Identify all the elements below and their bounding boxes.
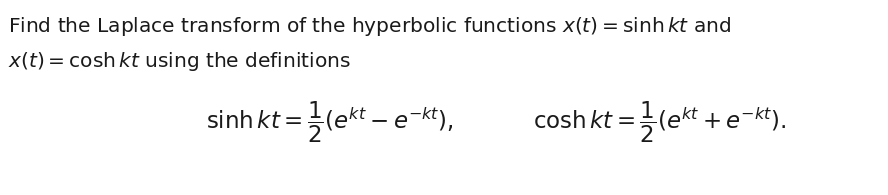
Text: Find the Laplace transform of the hyperbolic functions $x(t) = \sinh kt$ and: Find the Laplace transform of the hyperb…	[8, 15, 731, 38]
Text: $\cosh kt = \dfrac{1}{2}\left(e^{kt} + e^{-kt}\right).$: $\cosh kt = \dfrac{1}{2}\left(e^{kt} + e…	[534, 100, 787, 145]
Text: $x(t) = \cosh kt$ using the definitions: $x(t) = \cosh kt$ using the definitions	[8, 50, 351, 73]
Text: $\sinh kt = \dfrac{1}{2}\left(e^{kt} - e^{-kt}\right),$: $\sinh kt = \dfrac{1}{2}\left(e^{kt} - e…	[206, 100, 454, 145]
